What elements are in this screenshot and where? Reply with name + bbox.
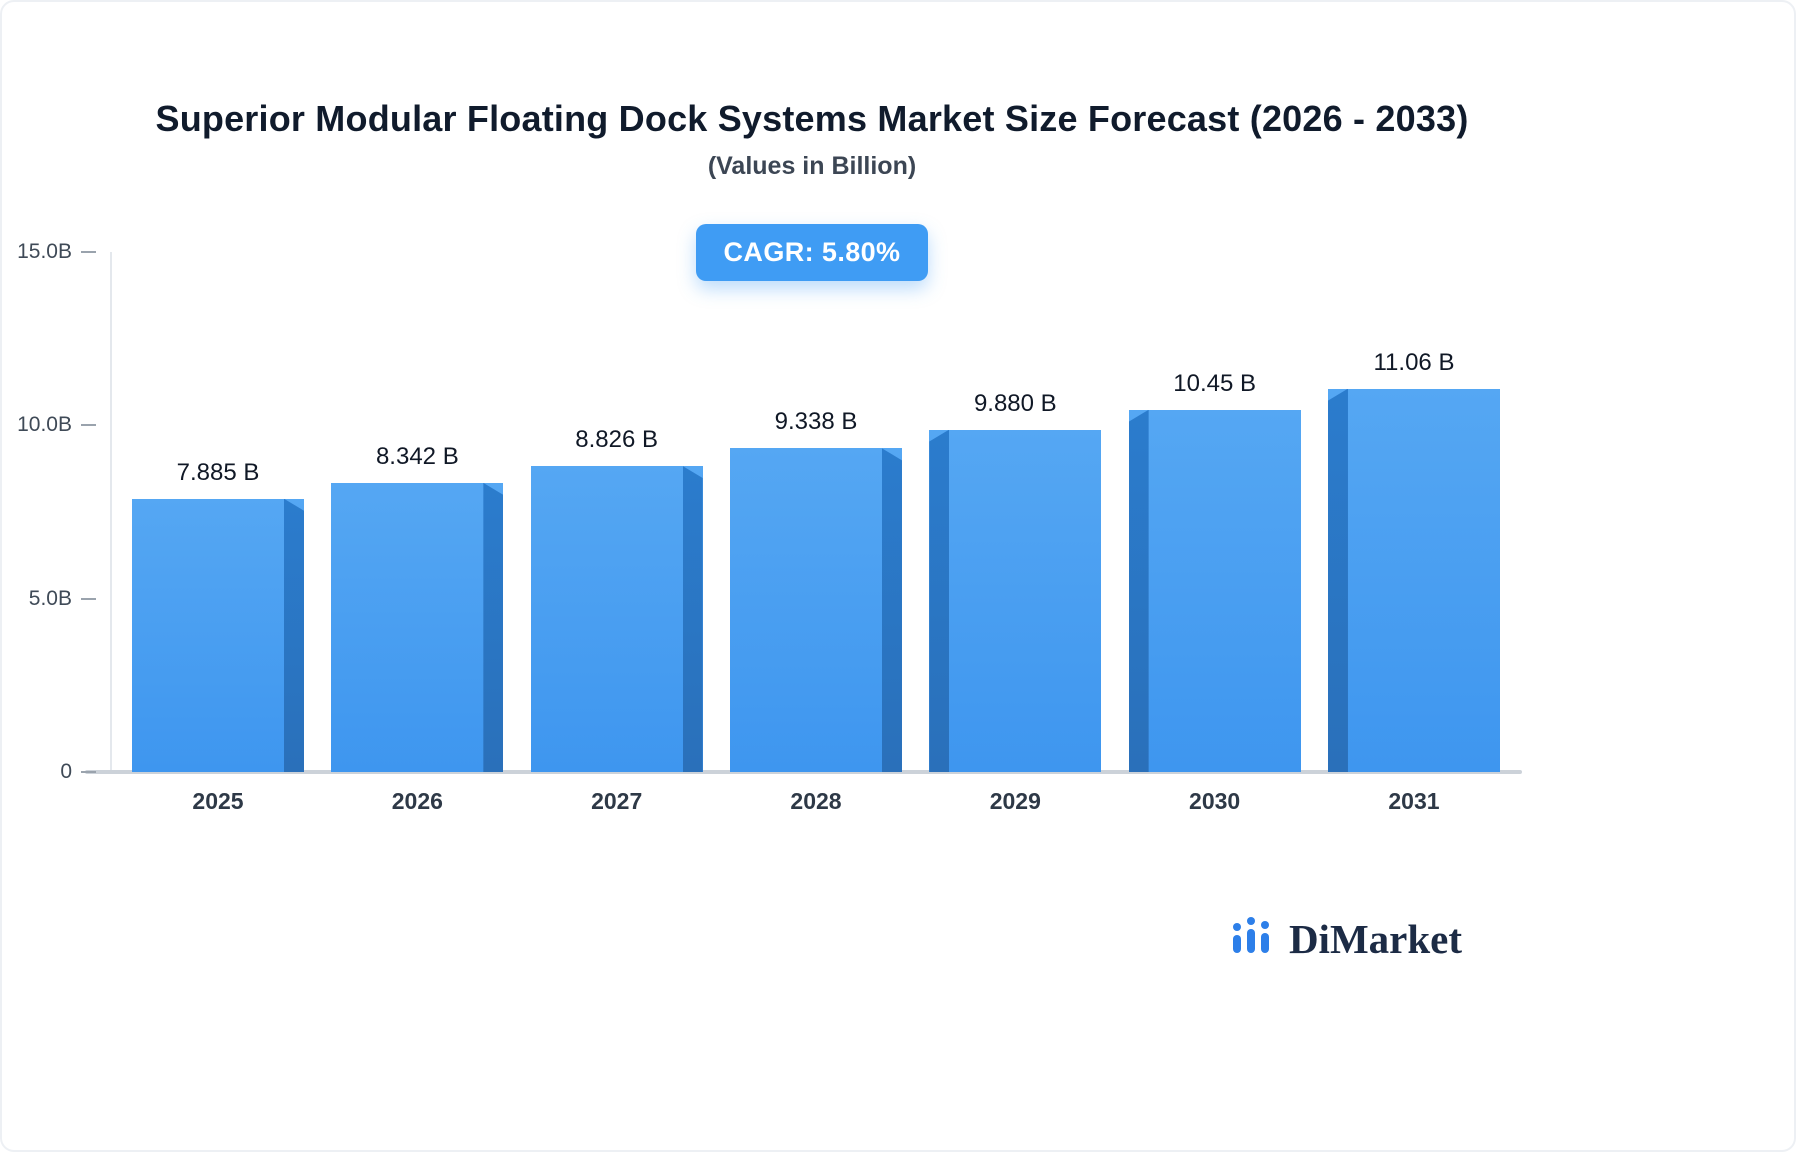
page-title: Superior Modular Floating Dock Systems M…: [155, 98, 1469, 139]
x-axis-label: 2027: [591, 788, 643, 814]
y-tick-mark: [81, 771, 96, 773]
bar-value-label: 9.880 B: [973, 389, 1057, 417]
bar-value-label: 10.45 B: [1173, 369, 1257, 397]
y-tick-mark: [81, 597, 96, 600]
y-tick-mark: [81, 424, 96, 427]
y-tick-label: 15.0B: [17, 240, 72, 263]
bar-2026[interactable]: 8.342 B 2026: [331, 443, 504, 814]
y-tick-label: 0: [60, 760, 72, 783]
y-tick: 10.0B: [2, 413, 96, 437]
y-tick: 5.0B: [2, 586, 96, 611]
bars-row: 7.885 B 2025 8.342 B 2026 8.826 B 2027 9.338 B…: [112, 252, 1522, 814]
bar-2028[interactable]: 9.338 B 2028: [729, 408, 902, 814]
plot-area: 7.885 B 2025 8.342 B 2026 8.826 B 2027 9.338 B…: [17, 240, 1522, 814]
brand-logo: DiMarket: [1230, 911, 1462, 960]
bar-value-label: 11.06 B: [1373, 348, 1455, 376]
x-axis-label: 2028: [790, 788, 842, 814]
bar-2027[interactable]: 8.826 B 2027: [530, 426, 703, 814]
bar-value-label: 7.885 B: [176, 458, 260, 486]
chart-content: Superior Modular Floating Dock Systems M…: [2, 2, 1622, 1150]
y-axis-line: [110, 252, 112, 772]
cagr-badge: CAGR: 5.80%: [695, 224, 929, 281]
y-tick-label: 5.0B: [28, 586, 72, 610]
chart-subtitle: (Values in Billion): [707, 152, 917, 180]
x-axis-label: 2025: [192, 788, 244, 814]
bar-2031[interactable]: 11.06 B 2031: [1327, 349, 1500, 814]
y-tick-label: 10.0B: [17, 413, 72, 437]
y-tick-mark: [81, 251, 96, 253]
badge-row: CAGR: 5.80%: [2, 224, 1622, 281]
x-axis-label: 2029: [989, 788, 1041, 814]
bar-2025[interactable]: 7.885 B 2025: [132, 459, 304, 814]
bar-value-label: 8.826 B: [575, 426, 659, 453]
x-axis-label: 2030: [1189, 788, 1241, 814]
brand-name: DiMarket: [1288, 916, 1462, 962]
y-tick: 15.0B: [2, 240, 96, 264]
bar-value-label: 9.338 B: [774, 408, 858, 436]
bar-2030[interactable]: 10.45 B 2030: [1128, 370, 1301, 814]
x-axis-label: 2031: [1388, 788, 1440, 814]
x-axis-line: [85, 770, 1522, 774]
x-axis-label: 2026: [391, 788, 443, 814]
bar-chart-logo-icon: [1230, 911, 1278, 960]
y-tick: 0: [2, 760, 96, 784]
bar-value-label: 8.342 B: [375, 442, 459, 470]
bar-2029[interactable]: 9.880 B 2029: [929, 390, 1102, 814]
